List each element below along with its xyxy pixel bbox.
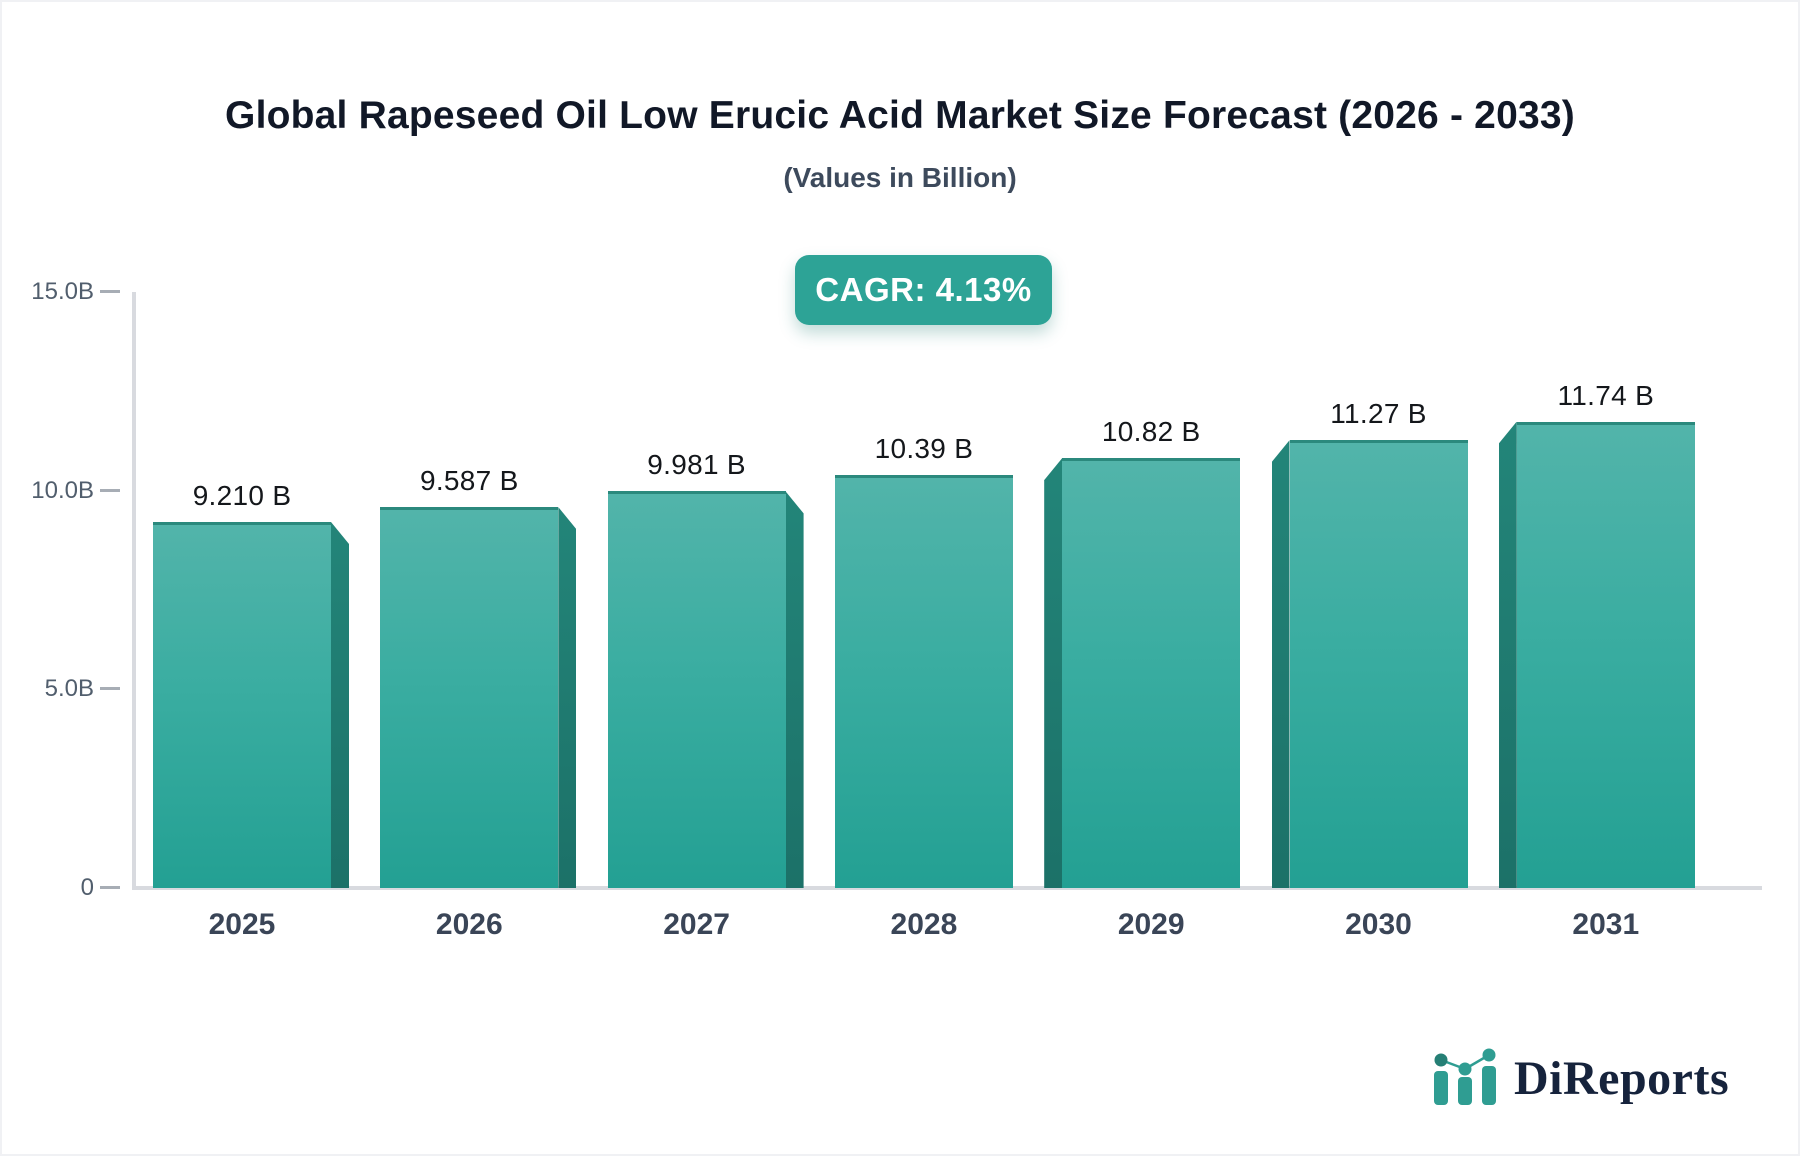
bar-face [1062,458,1241,888]
chart-subtitle: (Values in Billion) [783,162,1017,193]
x-tick-label: 2031 [1572,908,1640,941]
brand-logo-text: DiReports [1514,1051,1730,1105]
y-axis-line [132,292,136,890]
bar-side-face [785,491,804,888]
y-tick-label: 0 [80,874,94,901]
bar-side-face [1498,421,1517,888]
cagr-badge: CAGR: 4.13% [795,255,1052,325]
x-tick-label: 2030 [1345,908,1412,941]
y-tick-label: 10.0B [31,476,94,504]
y-tick-label: 15.0B [31,278,94,305]
bar-face [607,491,786,888]
bar-value-label: 10.39 B [874,433,974,465]
brand-logo: DiReports [1430,1040,1729,1116]
bar-value-label: 10.82 B [1101,416,1201,448]
bar-value-label: 11.74 B [1557,379,1655,411]
bar-side-face [1271,440,1290,888]
bar-value-label: 9.981 B [647,449,746,481]
x-tick-label: 2026 [435,908,503,941]
y-tick-label: 5.0B [44,675,94,703]
x-axis-line [132,886,1762,890]
bar-face [380,507,559,888]
bar-value-label: 9.210 B [192,480,292,512]
y-tick-dash [100,488,120,492]
y-tick-dash [100,687,120,691]
bar-side-face [1044,458,1063,888]
bar-side-face [558,507,577,888]
y-tick-dash [100,290,120,293]
bar-face [1516,421,1695,888]
x-tick-label: 2025 [208,908,276,941]
chart-title: Global Rapeseed Oil Low Erucic Acid Mark… [225,94,1575,137]
bar-face [1289,440,1468,888]
bar-face [153,522,331,888]
mini-bar-chart-icon [1434,1048,1496,1105]
bar-value-label: 9.587 B [419,465,519,497]
bar-value-label: 11.27 B [1330,398,1427,430]
x-tick-label: 2027 [663,908,730,941]
x-tick-label: 2028 [890,908,958,941]
x-tick-label: 2029 [1117,908,1185,941]
y-tick-dash [100,886,120,889]
cagr-badge-label: CAGR: 4.13% [815,271,1032,308]
bar-side-face [331,522,349,888]
bar-face [834,475,1013,888]
